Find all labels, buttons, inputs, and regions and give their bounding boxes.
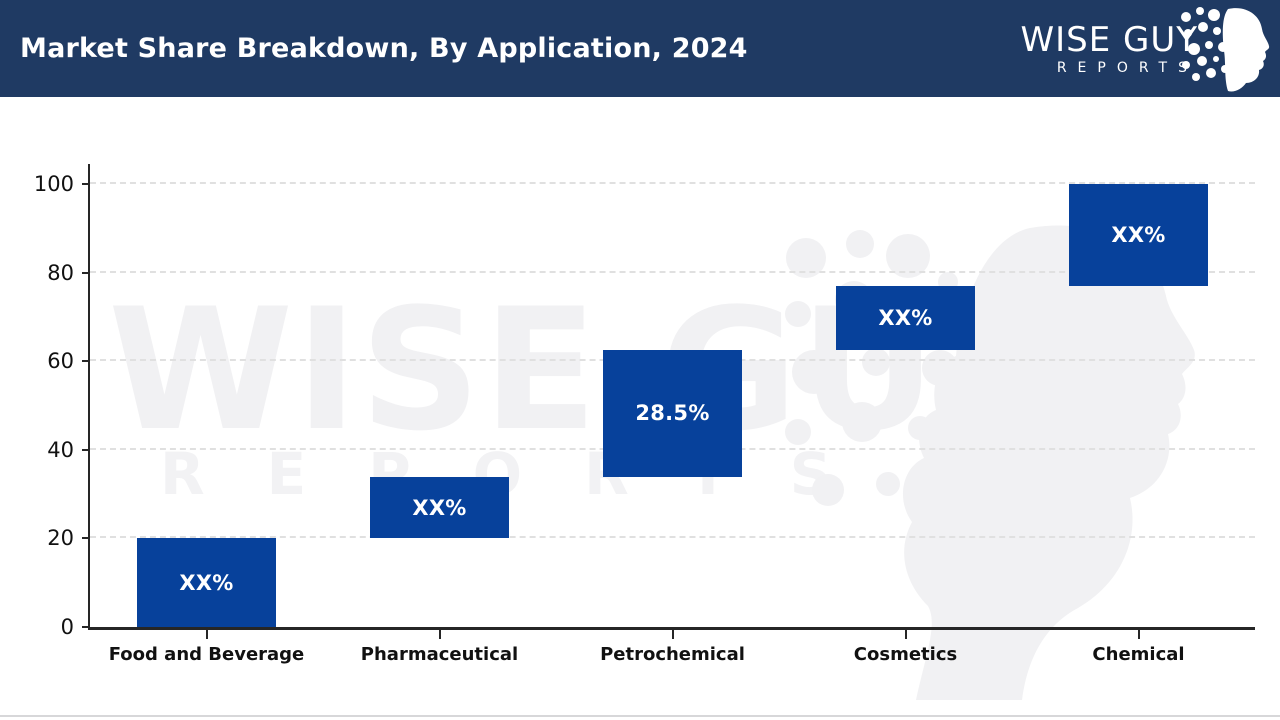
header-bar: Market Share Breakdown, By Application, … [0, 0, 1280, 97]
bar-petrochemical: 28.5% [603, 350, 742, 477]
x-tick-mark-chemical [1137, 630, 1140, 639]
bar-food-and-beverage: XX% [137, 538, 276, 627]
y-tick-label-0: 0 [60, 615, 74, 639]
plot-area: 0 20 40 60 80 100 XX% Food and Beverage XX% Pharm… [34, 164, 1255, 665]
x-tick-mark-food-and-beverage [205, 630, 208, 639]
x-tick-label-food-and-beverage: Food and Beverage [108, 644, 305, 665]
brand-text: WISE GUY REPORTS [1020, 23, 1198, 75]
x-tick-label-cosmetics: Cosmetics [853, 644, 958, 665]
gridline-y-20 [90, 536, 1255, 539]
y-tick-label-20: 20 [47, 526, 74, 551]
y-tick-mark-40 [82, 448, 90, 451]
bar-pharmaceutical: XX% [370, 476, 509, 539]
y-tick-mark-60 [82, 360, 90, 363]
bar-chemical: XX% [1069, 184, 1208, 287]
bar-cosmetics: XX% [836, 286, 975, 351]
y-tick-label-40: 40 [47, 437, 74, 462]
x-tick-label-pharmaceutical: Pharmaceutical [360, 644, 519, 665]
x-tick-label-petrochemical: Petrochemical [600, 644, 745, 665]
x-tick-mark-pharmaceutical [438, 630, 441, 639]
brand-name: WISE GUY [1020, 19, 1198, 60]
x-tick-label-chemical: Chemical [1092, 644, 1185, 665]
bar-value-label-chemical: XX% [1111, 223, 1166, 248]
watermark-face-icon [785, 225, 1195, 700]
y-tick-mark-100 [82, 183, 90, 186]
bar-value-label-petrochemical: 28.5% [635, 401, 710, 426]
bar-value-label-cosmetics: XX% [878, 306, 933, 331]
bar-value-label-food-and-beverage: XX% [179, 570, 234, 595]
y-tick-label-100: 100 [33, 172, 74, 197]
x-tick-mark-petrochemical [671, 630, 674, 639]
gridline-y-100 [90, 182, 1255, 185]
gridline-y-80 [90, 270, 1255, 273]
x-tick-mark-cosmetics [904, 630, 907, 639]
y-tick-label-80: 80 [47, 260, 74, 285]
y-tick-label-60: 60 [47, 349, 74, 374]
y-tick-mark-20 [82, 537, 90, 540]
bottom-divider [0, 715, 1280, 717]
page-title: Market Share Breakdown, By Application, … [20, 33, 748, 64]
brand-face-icon [1181, 6, 1270, 92]
y-tick-mark-0 [82, 626, 90, 628]
bar-value-label-pharmaceutical: XX% [412, 495, 467, 520]
brand-logo: WISE GUY REPORTS [1020, 3, 1272, 95]
brand-subtitle: REPORTS [1056, 59, 1198, 76]
y-tick-mark-80 [82, 271, 90, 274]
